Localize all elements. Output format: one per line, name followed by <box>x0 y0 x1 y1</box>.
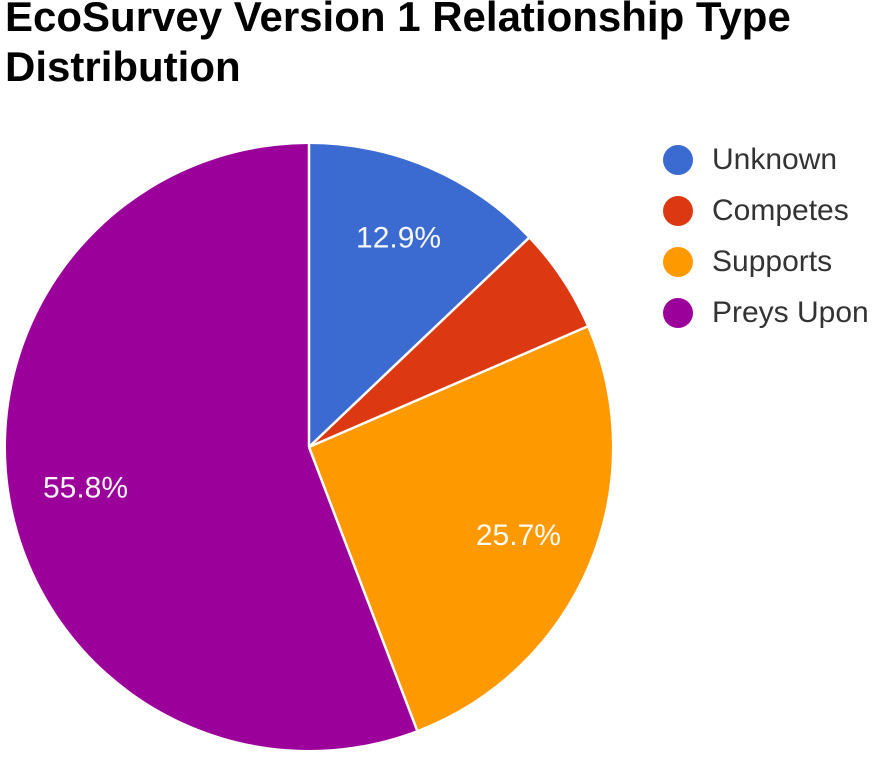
legend-swatch-competes <box>663 196 693 226</box>
legend-swatch-unknown <box>663 145 693 175</box>
legend-item-supports: Supports <box>663 247 869 277</box>
legend: Unknown Competes Supports Preys Upon <box>663 145 869 328</box>
slice-label-preys-upon: 55.8% <box>43 472 128 505</box>
chart-title: EcoSurvey Version 1 Relationship Type Di… <box>5 0 791 90</box>
legend-swatch-supports <box>663 247 693 277</box>
slice-separator <box>307 446 419 731</box>
legend-label: Supports <box>712 245 833 278</box>
legend-item-competes: Competes <box>663 196 869 226</box>
legend-item-preys-upon: Preys Upon <box>663 298 869 328</box>
pie-slice-preys-upon[interactable] <box>5 144 417 750</box>
legend-label: Preys Upon <box>712 296 869 329</box>
slice-separator <box>308 237 530 448</box>
legend-label: Competes <box>712 194 849 227</box>
legend-item-unknown: Unknown <box>663 145 869 175</box>
slice-separator <box>308 325 588 449</box>
slice-label-supports: 25.7% <box>476 519 561 552</box>
legend-swatch-preys-upon <box>663 298 693 328</box>
pie-slice-competes[interactable] <box>309 238 588 447</box>
legend-label: Unknown <box>712 143 838 176</box>
slice-label-unknown: 12.9% <box>356 222 441 255</box>
pie-slice-supports[interactable] <box>309 326 613 731</box>
pie-slice-unknown[interactable] <box>309 144 529 447</box>
